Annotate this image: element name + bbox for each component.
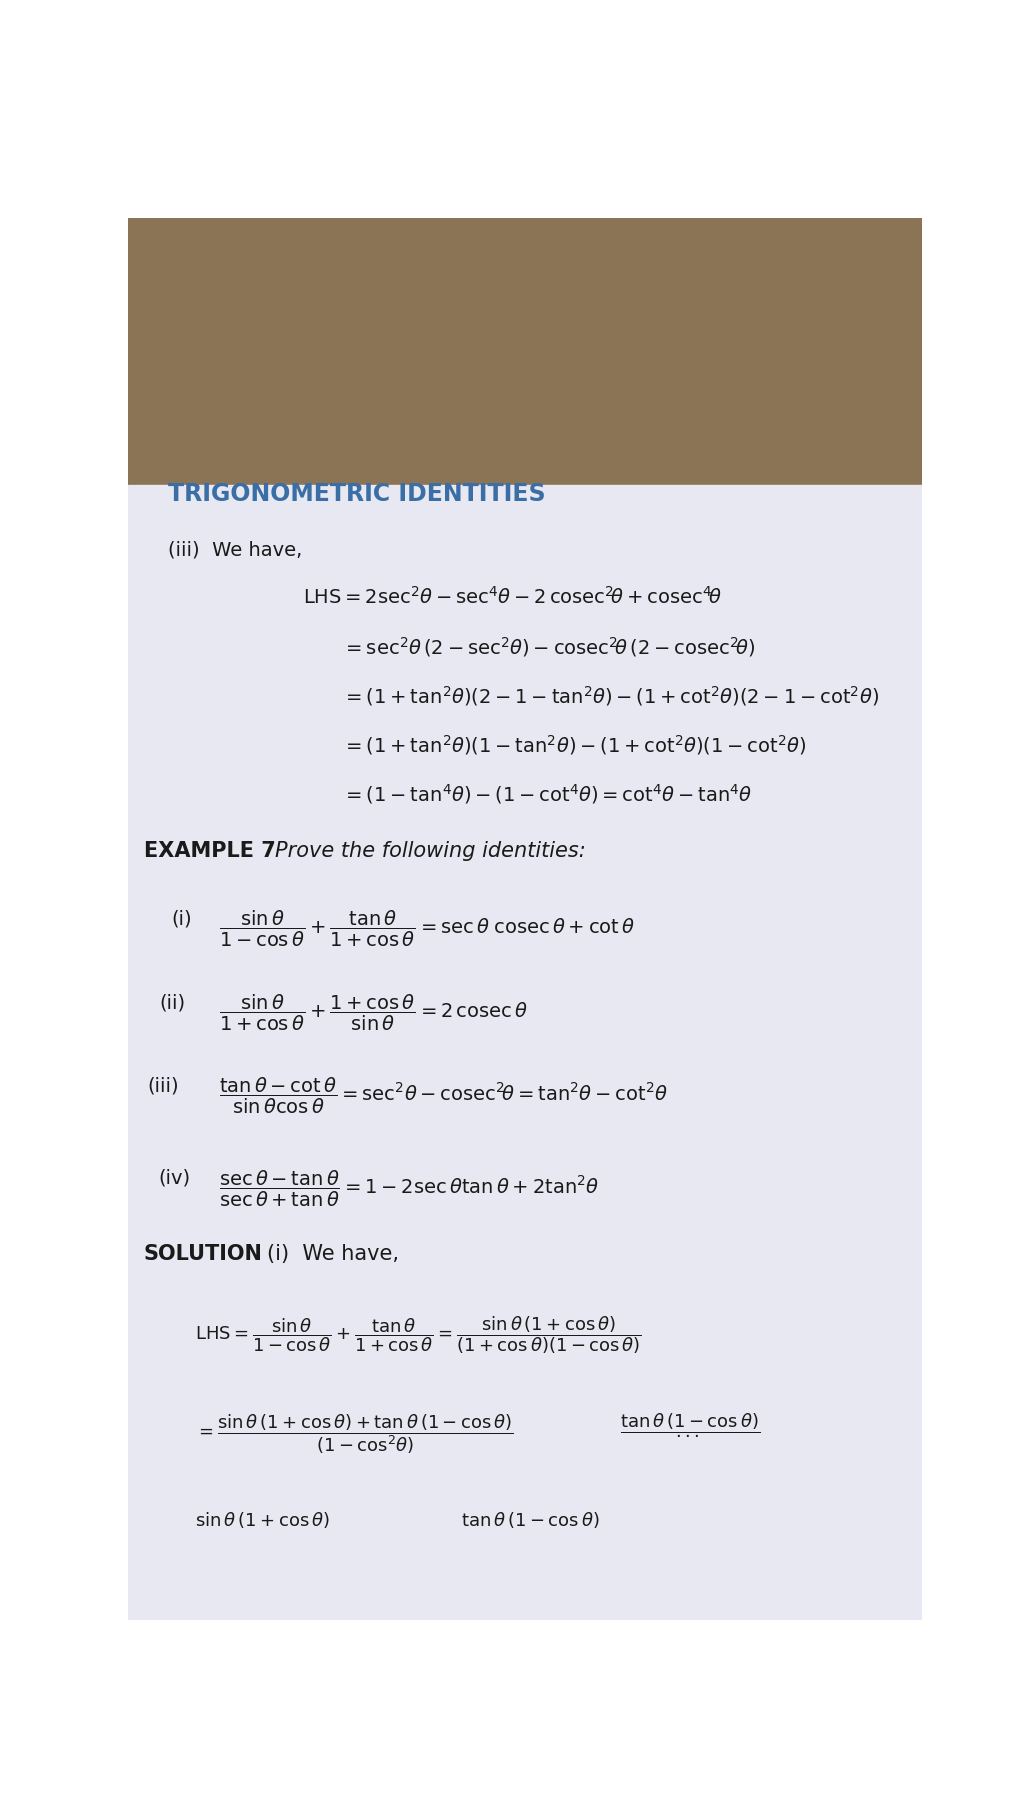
Text: SOLUTION: SOLUTION bbox=[143, 1245, 263, 1265]
Text: TRIGONOMETRIC IDENTITIES: TRIGONOMETRIC IDENTITIES bbox=[168, 482, 546, 506]
Text: (iii)  We have,: (iii) We have, bbox=[168, 541, 302, 561]
Text: $= \sec^2\!\theta\,(2 - \sec^2\!\theta) - \mathrm{cosec}^2\!\theta\,(2 - \mathrm: $= \sec^2\!\theta\,(2 - \sec^2\!\theta) … bbox=[342, 635, 756, 659]
Text: (i)  We have,: (i) We have, bbox=[267, 1245, 399, 1265]
Bar bbox=[128, 484, 922, 1620]
Text: $=\dfrac{\sin\theta\,(1+\cos\theta)+\tan\theta\,(1-\cos\theta)}{(1-\cos^2\!\thet: $=\dfrac{\sin\theta\,(1+\cos\theta)+\tan… bbox=[196, 1412, 514, 1456]
Text: EXAMPLE 7: EXAMPLE 7 bbox=[143, 841, 275, 861]
Text: (iii): (iii) bbox=[147, 1076, 179, 1096]
Text: $\dfrac{\sin\theta}{1+\cos\theta}+\dfrac{1+\cos\theta}{\sin\theta}=2\,\mathrm{co: $\dfrac{\sin\theta}{1+\cos\theta}+\dfrac… bbox=[219, 994, 528, 1034]
Text: $\mathrm{LHS} = 2\sec^2\!\theta - \sec^4\!\theta - 2\,\mathrm{cosec}^2\!\theta +: $\mathrm{LHS} = 2\sec^2\!\theta - \sec^4… bbox=[303, 586, 722, 608]
Text: $\tan\theta\,(1-\cos\theta)$: $\tan\theta\,(1-\cos\theta)$ bbox=[461, 1511, 600, 1531]
Text: $\dfrac{\sin\theta}{1-\cos\theta}+\dfrac{\tan\theta}{1+\cos\theta}=\sec\theta\;\: $\dfrac{\sin\theta}{1-\cos\theta}+\dfrac… bbox=[219, 910, 635, 950]
Text: $= (1 + \tan^2\!\theta)(1 - \tan^2\!\theta) - (1 + \cot^2\!\theta)(1 - \cot^2\!\: $= (1 + \tan^2\!\theta)(1 - \tan^2\!\the… bbox=[342, 733, 807, 757]
Text: $= (1 + \tan^2\!\theta)(2 - 1 - \tan^2\!\theta) - (1 + \cot^2\!\theta)(2 - 1 - \: $= (1 + \tan^2\!\theta)(2 - 1 - \tan^2\!… bbox=[342, 684, 880, 708]
Bar bbox=[128, 218, 922, 484]
Text: $\mathrm{LHS}=\dfrac{\sin\theta}{1-\cos\theta}+\dfrac{\tan\theta}{1+\cos\theta}=: $\mathrm{LHS}=\dfrac{\sin\theta}{1-\cos\… bbox=[196, 1314, 642, 1356]
Text: $\dfrac{\tan\theta\,(1-\cos\theta)}{...}$: $\dfrac{\tan\theta\,(1-\cos\theta)}{...}… bbox=[620, 1412, 760, 1441]
Text: $\dfrac{\tan\theta-\cot\theta}{\sin\theta\cos\theta}=\sec^2\!\theta-\mathrm{cose: $\dfrac{\tan\theta-\cot\theta}{\sin\thet… bbox=[219, 1076, 669, 1116]
Text: Prove the following identities:: Prove the following identities: bbox=[274, 841, 586, 861]
Text: (i): (i) bbox=[172, 910, 193, 928]
Text: $\dfrac{\sec\theta-\tan\theta}{\sec\theta+\tan\theta}=1-2\sec\theta\tan\theta+2\: $\dfrac{\sec\theta-\tan\theta}{\sec\thet… bbox=[219, 1168, 600, 1208]
Text: (ii): (ii) bbox=[160, 994, 186, 1012]
Text: (iv): (iv) bbox=[158, 1168, 190, 1187]
Text: $\sin\theta\,(1+\cos\theta)$: $\sin\theta\,(1+\cos\theta)$ bbox=[196, 1511, 331, 1531]
Text: $= (1 - \tan^4\!\theta) - (1 - \cot^4\!\theta) = \cot^4\!\theta - \tan^4\!\theta: $= (1 - \tan^4\!\theta) - (1 - \cot^4\!\… bbox=[342, 783, 753, 806]
